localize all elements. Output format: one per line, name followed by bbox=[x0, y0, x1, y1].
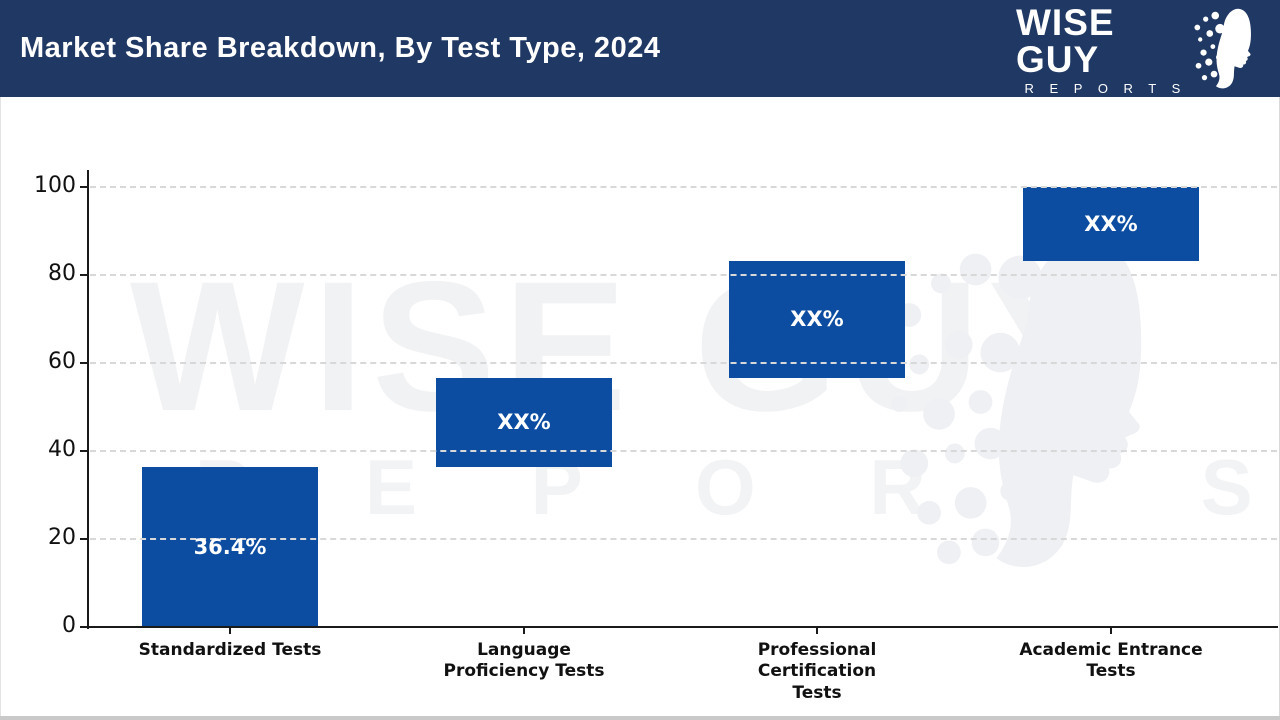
watermark-head-icon bbox=[891, 237, 1142, 567]
x-category-label: Language Proficiency Tests bbox=[443, 640, 605, 682]
x-tick-mark bbox=[1110, 628, 1112, 634]
bar-value-label: XX% bbox=[1084, 211, 1138, 236]
y-axis bbox=[87, 170, 89, 629]
page-title: Market Share Breakdown, By Test Type, 20… bbox=[20, 32, 661, 64]
header-bar: Market Share Breakdown, By Test Type, 20… bbox=[0, 0, 1280, 97]
y-tick-mark bbox=[80, 361, 88, 364]
bar bbox=[142, 466, 318, 627]
x-axis bbox=[87, 626, 1278, 628]
bar bbox=[1023, 186, 1199, 261]
y-tick-mark bbox=[80, 626, 88, 628]
y-tick-label: 60 bbox=[48, 348, 76, 374]
y-tick-mark bbox=[80, 273, 88, 276]
bar-value-label: XX% bbox=[790, 307, 844, 332]
gridline bbox=[90, 537, 1277, 540]
logo-head-icon bbox=[1194, 8, 1251, 89]
gridline bbox=[90, 361, 1277, 364]
logo-text: WISE GUY R E P O R T S bbox=[1016, 4, 1195, 95]
wise-guy-logo: WISE GUY R E P O R T S bbox=[1016, 4, 1266, 95]
y-tick-mark bbox=[80, 537, 88, 540]
y-tick-label: 0 bbox=[62, 613, 76, 638]
bottom-divider bbox=[0, 716, 1280, 720]
x-tick-mark bbox=[816, 628, 818, 634]
logo-subtitle: R E P O R T S bbox=[1024, 80, 1187, 96]
x-category-label: Standardized Tests bbox=[138, 640, 322, 660]
y-tick-label: 100 bbox=[34, 172, 76, 198]
y-tick-label: 80 bbox=[48, 260, 76, 286]
x-category-label: Academic Entrance Tests bbox=[1019, 640, 1203, 682]
y-tick-label: 40 bbox=[48, 436, 76, 462]
bar bbox=[436, 378, 612, 467]
x-category-label: Professional Certification Tests bbox=[757, 640, 877, 703]
gridline bbox=[90, 273, 1277, 276]
bar bbox=[729, 260, 905, 379]
gridline bbox=[90, 449, 1277, 452]
y-tick-mark bbox=[80, 449, 88, 452]
y-tick-label: 20 bbox=[48, 524, 76, 550]
bar-value-label: XX% bbox=[497, 410, 551, 435]
x-tick-mark bbox=[523, 628, 525, 634]
y-tick-mark bbox=[80, 185, 88, 188]
bar-value-label: 36.4% bbox=[193, 534, 267, 559]
x-tick-mark bbox=[229, 628, 231, 634]
logo-wordmark: WISE GUY bbox=[1016, 1, 1115, 80]
gridline bbox=[90, 185, 1277, 188]
